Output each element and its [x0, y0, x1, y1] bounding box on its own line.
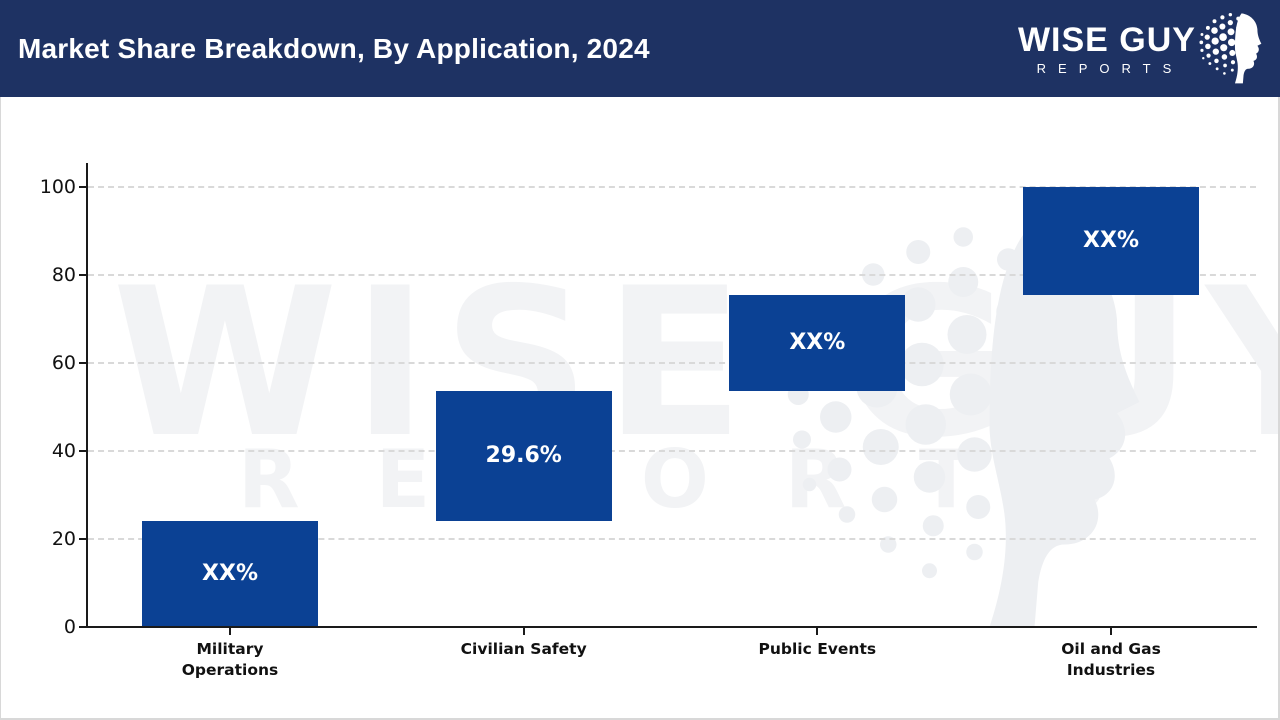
x-tick-mark: [522, 628, 525, 635]
y-axis-tick-label: 20: [51, 528, 76, 550]
bar-value-label: XX%: [1083, 228, 1139, 254]
chart-bar: [729, 295, 906, 392]
x-tick-mark: [229, 628, 231, 635]
bar-value-label: XX%: [202, 561, 258, 587]
logo-subtext: REPORTS: [1036, 60, 1184, 76]
y-axis-tick-label: 60: [51, 352, 76, 374]
gridline: [88, 362, 1256, 364]
gridline: [88, 450, 1256, 452]
logo-wordmark: WISE GUY: [1017, 20, 1196, 59]
logo-face-icon: [1198, 11, 1264, 87]
wiseguy-logo: WISE GUY REPORTS: [1018, 11, 1264, 87]
y-tick-mark: [79, 186, 88, 188]
x-axis-category-label: Public Events: [758, 640, 877, 658]
x-axis-category-label: Oil and Gas Industries: [1061, 640, 1161, 679]
x-axis-category-label: Military Operations: [181, 640, 279, 679]
x-tick-mark: [1110, 628, 1112, 635]
y-tick-mark: [79, 538, 88, 540]
x-axis-line: [86, 626, 1257, 628]
y-axis-tick-label: 80: [51, 264, 76, 286]
x-tick-mark: [816, 628, 819, 635]
header-bar: Market Share Breakdown, By Application, …: [0, 0, 1280, 97]
y-axis-tick-label: 40: [51, 440, 76, 462]
chart-bar: [142, 521, 318, 627]
bar-value-label: XX%: [789, 330, 846, 356]
gridline: [88, 186, 1256, 188]
y-axis-tick-label: 0: [63, 616, 76, 638]
gridline: [88, 274, 1256, 276]
image-border-bottom: [0, 718, 1280, 720]
y-tick-mark: [79, 362, 88, 364]
image-border-left: [0, 97, 1, 720]
page-title: Market Share Breakdown, By Application, …: [18, 32, 650, 64]
y-axis-line: [86, 163, 88, 628]
y-tick-mark: [79, 450, 88, 452]
y-tick-mark: [79, 274, 88, 276]
image-border-right: [1278, 97, 1280, 720]
logo-text: WISE GUY REPORTS: [1018, 22, 1196, 76]
gridline: [88, 538, 1256, 540]
x-axis-category-label: Civilian Safety: [460, 640, 587, 658]
bar-value-label: 29.6%: [485, 443, 562, 469]
y-axis-tick-label: 100: [39, 176, 76, 198]
chart-bar: [1023, 187, 1199, 296]
y-tick-mark: [79, 626, 88, 628]
chart-bar: [435, 391, 612, 522]
